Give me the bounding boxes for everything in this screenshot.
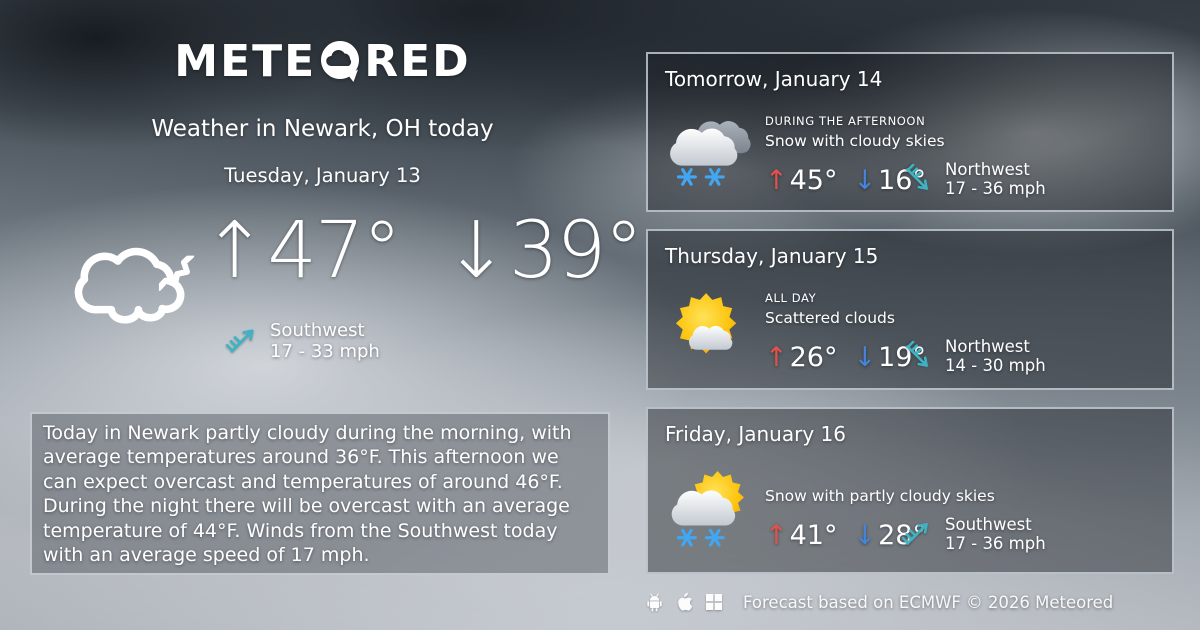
low-temp-today: ↓ 39° [443, 206, 644, 296]
up-arrow-icon: ↑ [765, 520, 788, 551]
page-title: Weather in Newark, OH today [151, 116, 494, 142]
windows-icon [706, 594, 722, 610]
wind-speed: 17 - 36 mph [945, 179, 1046, 199]
card-period-label [765, 469, 995, 486]
wind-direction: Southwest [945, 515, 1032, 534]
high-temp-value: 47° [267, 206, 401, 296]
forecast-summary: Today in Newark partly cloudy during the… [30, 412, 610, 575]
card-temperatures: ↑ 45° ↓ 16° [765, 165, 945, 196]
high-temp-today: ↑ 47° [202, 206, 402, 296]
up-arrow-icon: ↑ [765, 342, 788, 373]
up-arrow-icon: ↑ [765, 165, 788, 196]
logo-text-right: RED [364, 36, 471, 87]
wind-speed: 14 - 30 mph [945, 356, 1046, 376]
card-temperatures: ↑ 41° ↓ 28° [765, 520, 995, 551]
card-title: Tomorrow, January 14 [665, 67, 883, 91]
card-wind: Northwest 17 - 36 mph [900, 160, 1046, 199]
card-high-value: 26° [789, 342, 838, 373]
card-low-value: 28° [878, 520, 926, 551]
card-wind: Northwest 14 - 30 mph [900, 337, 1046, 376]
wind-direction: Southwest [270, 320, 365, 341]
wind-direction: Northwest [945, 160, 1030, 179]
wind-barb-southeast-icon [906, 341, 928, 368]
current-wind: Southwest 17 - 33 mph [224, 320, 380, 362]
logo-text-left: METE [174, 36, 317, 87]
card-period-label: DURING THE AFTERNOON [765, 114, 926, 128]
card-condition: Snow with cloudy skies [765, 132, 945, 150]
footer: Forecast based on ECMWF © 2026 Meteored [646, 592, 1113, 612]
current-temperatures: ↑ 47° ↓ 39° [202, 206, 644, 296]
card-condition: Snow with partly cloudy skies [765, 487, 995, 505]
card-temperatures: ↑ 26° ↓ 19° [765, 342, 926, 373]
up-arrow-icon: ↑ [202, 206, 267, 296]
card-period-label: ALL DAY [765, 291, 817, 305]
wind-barb-southeast-icon [906, 164, 928, 191]
forecast-card-friday: Friday, January 16 Snow with partly clou… [646, 407, 1174, 574]
android-icon [647, 593, 662, 611]
current-date: Tuesday, January 13 [224, 164, 421, 187]
card-wind: Southwest 17 - 36 mph [900, 515, 1046, 554]
card-condition: Scattered clouds [765, 309, 895, 327]
partly-cloudy-outline-icon [68, 220, 198, 332]
snow-cloudy-icon [662, 106, 754, 202]
wind-speed: 17 - 36 mph [945, 534, 1046, 554]
down-arrow-icon: ↓ [853, 165, 877, 196]
low-temp-value: 39° [508, 206, 643, 296]
sun-with-cloud-icon [662, 283, 754, 379]
forecast-card-thursday: Thursday, January 15 ALL DAY Scattered c… [646, 229, 1174, 390]
meteored-logo: METE RED [0, 36, 645, 87]
forecast-card-tomorrow: Tomorrow, January 14 DURING THE AFTERNOO… [646, 52, 1174, 212]
card-high-value: 41° [789, 520, 838, 551]
wind-barb-northeast-icon [901, 523, 928, 546]
apple-icon [678, 592, 693, 611]
wind-barb-northeast-icon [225, 329, 254, 353]
snow-partly-cloudy-icon [662, 461, 754, 557]
card-title: Thursday, January 15 [665, 244, 879, 268]
card-title: Friday, January 16 [665, 422, 846, 446]
wind-direction: Northwest [945, 337, 1030, 356]
cloud-speech-bubble-icon [321, 40, 360, 82]
down-arrow-icon: ↓ [443, 206, 509, 296]
down-arrow-icon: ↓ [853, 342, 877, 373]
card-high-value: 45° [789, 165, 838, 196]
down-arrow-icon: ↓ [853, 520, 877, 551]
attribution-text: Forecast based on ECMWF © 2026 Meteored [743, 592, 1114, 612]
wind-speed: 17 - 33 mph [270, 341, 380, 363]
